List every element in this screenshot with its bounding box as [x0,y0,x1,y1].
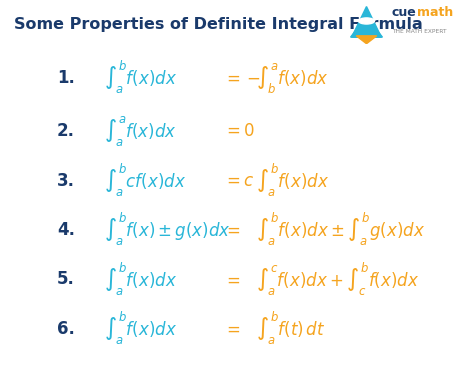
Text: 2.: 2. [57,122,75,140]
Polygon shape [356,36,377,44]
Polygon shape [351,28,357,37]
Text: $\int_a^b f(x)dx \pm \int_a^b g(x)dx$: $\int_a^b f(x)dx \pm \int_a^b g(x)dx$ [256,211,425,249]
Text: $= $: $= $ [223,270,240,288]
Text: $\int_a^b f(x)dx$: $\int_a^b f(x)dx$ [104,261,177,298]
Polygon shape [352,6,381,37]
Circle shape [358,18,374,24]
Text: Some Properties of Definite Integral Formula: Some Properties of Definite Integral For… [14,17,423,32]
Text: $= -$: $= -$ [223,69,261,87]
Text: 3.: 3. [57,171,75,190]
Text: $\int_a^b f(x)dx$: $\int_a^b f(x)dx$ [104,59,177,97]
Text: $\int_a^b f(t)\, dt$: $\int_a^b f(t)\, dt$ [256,310,326,347]
Text: $= 0$: $= 0$ [223,122,255,140]
Text: 6.: 6. [57,320,75,338]
Text: $= $: $= $ [223,221,240,239]
Text: $\int_a^b f(x)dx$: $\int_a^b f(x)dx$ [256,162,329,199]
Text: math: math [417,6,453,19]
Text: $\int_a^b cf(x)dx$: $\int_a^b cf(x)dx$ [104,162,186,199]
Polygon shape [375,28,383,37]
Text: 1.: 1. [57,69,75,87]
Text: $= $: $= $ [223,320,240,338]
Text: $\int_a^b f(x) \pm g(x)dx$: $\int_a^b f(x) \pm g(x)dx$ [104,211,231,249]
Text: 4.: 4. [57,221,75,239]
Text: $\int_a^c f(x)dx + \int_c^b f(x)dx$: $\int_a^c f(x)dx + \int_c^b f(x)dx$ [256,261,419,298]
Text: THE MATH EXPERT: THE MATH EXPERT [392,29,446,34]
Text: $= c$: $= c$ [223,171,254,190]
Text: $\int_a^a f(x)dx$: $\int_a^a f(x)dx$ [104,114,177,148]
Text: $\int_b^a f(x)dx$: $\int_b^a f(x)dx$ [256,61,329,95]
Text: $\int_a^b f(x)dx$: $\int_a^b f(x)dx$ [104,310,177,347]
Text: cue: cue [392,6,416,19]
Text: 5.: 5. [57,270,75,288]
